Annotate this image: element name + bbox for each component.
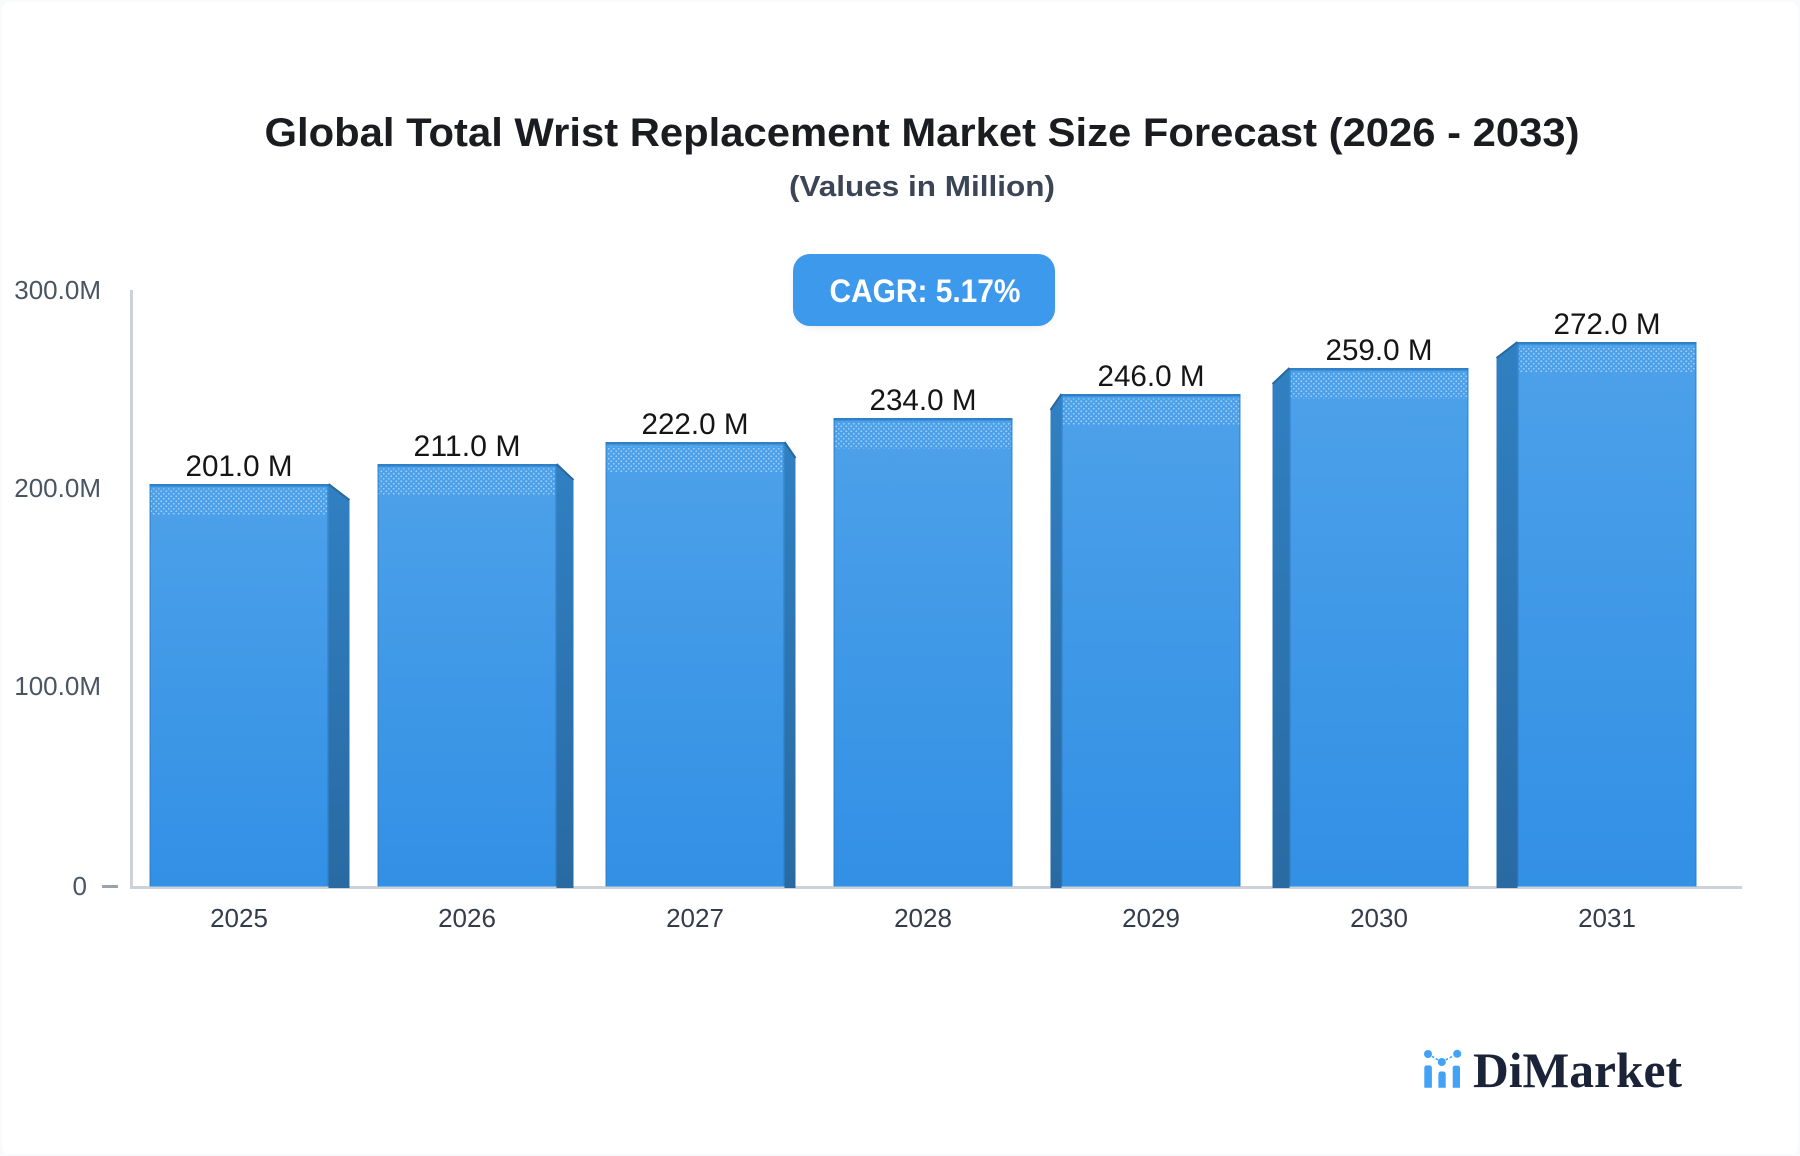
svg-text:2025: 2025 xyxy=(210,903,268,933)
svg-text:211.0 M: 211.0 M xyxy=(414,430,521,463)
svg-text:2027: 2027 xyxy=(666,903,724,933)
svg-text:222.0 M: 222.0 M xyxy=(642,408,749,441)
svg-text:0: 0 xyxy=(73,871,87,901)
svg-text:300.0M: 300.0M xyxy=(14,275,101,305)
svg-text:Global Total Wrist Replacement: Global Total Wrist Replacement Market Si… xyxy=(265,111,1580,155)
svg-text:2028: 2028 xyxy=(894,903,952,933)
svg-text:2026: 2026 xyxy=(438,903,496,933)
svg-text:CAGR: 5.17%: CAGR: 5.17% xyxy=(830,273,1021,309)
svg-text:100.0M: 100.0M xyxy=(14,671,101,701)
svg-text:2029: 2029 xyxy=(1122,903,1180,933)
svg-text:272.0 M: 272.0 M xyxy=(1554,308,1661,341)
svg-text:246.0 M: 246.0 M xyxy=(1098,360,1205,393)
svg-text:234.0 M: 234.0 M xyxy=(870,384,977,417)
svg-text:(Values in Million): (Values in Million) xyxy=(789,171,1055,203)
svg-text:2031: 2031 xyxy=(1578,903,1636,933)
svg-text:259.0 M: 259.0 M xyxy=(1326,334,1433,367)
svg-text:200.0M: 200.0M xyxy=(14,473,101,503)
svg-text:2030: 2030 xyxy=(1350,903,1408,933)
svg-text:201.0 M: 201.0 M xyxy=(186,450,293,483)
svg-text:DiMarket: DiMarket xyxy=(1473,1042,1682,1098)
